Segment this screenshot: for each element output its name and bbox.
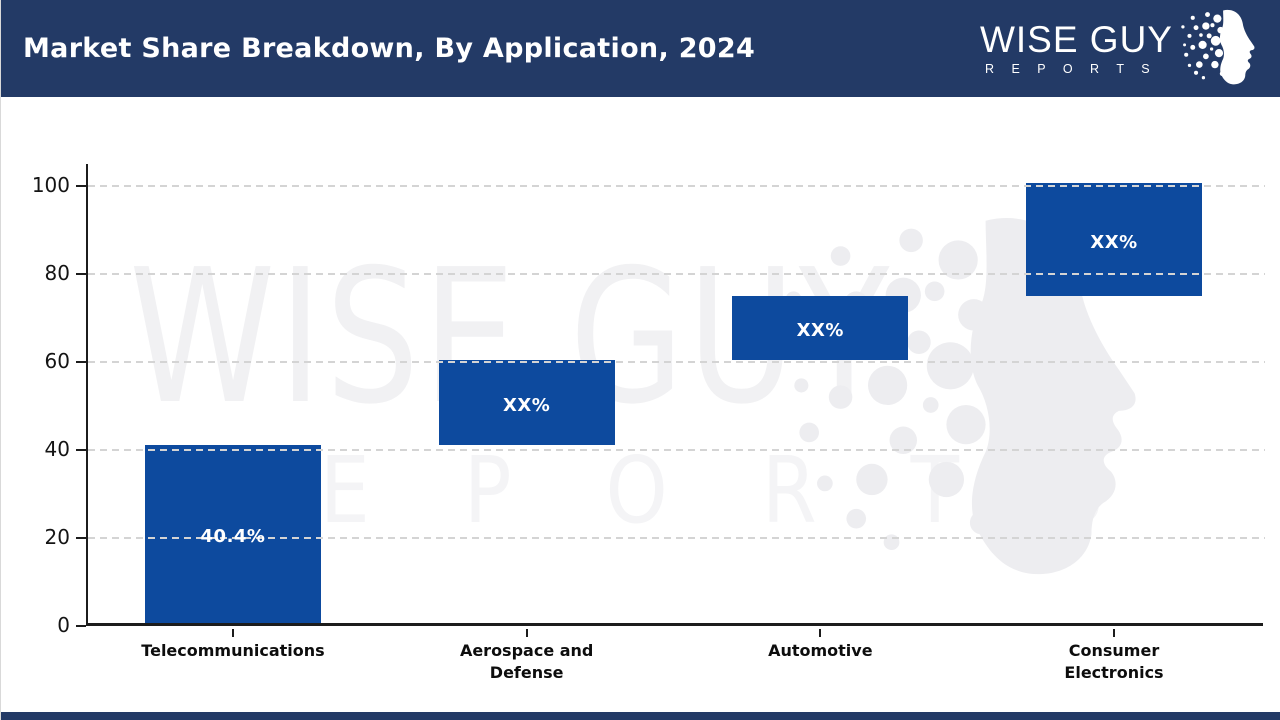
bar bbox=[1026, 183, 1202, 297]
x-category-label: Automotive bbox=[690, 640, 950, 662]
x-category-label: Consumer Electronics bbox=[984, 640, 1244, 683]
y-axis-tick-mark bbox=[76, 449, 86, 451]
y-axis-tick-mark bbox=[76, 273, 86, 275]
x-category-label: Telecommunications bbox=[103, 640, 363, 662]
bar bbox=[438, 360, 615, 446]
x-category-label-line: Aerospace and bbox=[459, 641, 594, 660]
x-category-label-line: Automotive bbox=[768, 641, 873, 660]
x-category-label-line: Defense bbox=[489, 662, 564, 682]
x-axis-tick-mark bbox=[232, 629, 234, 637]
x-axis-tick-mark bbox=[819, 629, 822, 637]
y-axis-tick-mark bbox=[76, 361, 86, 363]
page-title: Market Share Breakdown, By Application, … bbox=[23, 33, 756, 64]
bar-value-label: XX% bbox=[503, 394, 551, 416]
x-axis-tick-mark bbox=[525, 629, 528, 637]
x-category-label-line: Telecommunications bbox=[141, 641, 325, 660]
y-axis-tick-label: 80 bbox=[44, 261, 70, 285]
bar bbox=[732, 296, 909, 361]
x-category-label-line: Electronics bbox=[1064, 662, 1164, 682]
chart-canvas: WISE GUY R E P O R T S 40.4% XX% XX% XX% 0 20… bbox=[1, 97, 1280, 712]
logo-text: WISE GUY R E P O R T S bbox=[980, 21, 1173, 76]
y-axis-tick-label: 40 bbox=[44, 437, 70, 461]
gridline bbox=[88, 361, 1265, 363]
y-axis-tick-mark bbox=[76, 625, 86, 627]
y-axis-tick-label: 0 bbox=[57, 613, 70, 637]
logo-subtitle: R E P O R T S bbox=[984, 62, 1157, 76]
gridline bbox=[88, 449, 1265, 451]
y-axis-tick-label: 100 bbox=[31, 173, 70, 197]
y-axis-tick-label: 20 bbox=[44, 525, 70, 549]
x-axis-tick-mark bbox=[1113, 629, 1115, 637]
x-category-label-line: Consumer bbox=[1068, 641, 1160, 660]
wise-guy-reports-logo: WISE GUY R E P O R T S bbox=[980, 8, 1263, 90]
bar-value-label: 40.4% bbox=[200, 526, 266, 548]
gridline bbox=[88, 273, 1265, 275]
plot-area: 40.4% XX% XX% XX% 0 20 40 60 80 100 Telecommunicat… bbox=[32, 164, 1265, 682]
bar-value-label: XX% bbox=[796, 320, 844, 342]
y-axis-tick-mark bbox=[76, 537, 86, 539]
bar bbox=[145, 445, 321, 623]
gridline bbox=[88, 537, 1265, 539]
header-banner: Market Share Breakdown, By Application, … bbox=[1, 0, 1280, 97]
logo-wordmark: WISE GUY bbox=[979, 19, 1173, 60]
gridline bbox=[88, 185, 1265, 187]
x-category-label: Aerospace and Defense bbox=[397, 640, 657, 683]
y-axis-tick-mark bbox=[76, 185, 86, 187]
dotted-head-icon bbox=[1181, 9, 1255, 84]
watermark-head-icon bbox=[785, 218, 1136, 575]
footer-bar bbox=[1, 712, 1280, 720]
bar-value-label: XX% bbox=[1090, 231, 1138, 253]
y-axis-tick-label: 60 bbox=[44, 349, 70, 373]
